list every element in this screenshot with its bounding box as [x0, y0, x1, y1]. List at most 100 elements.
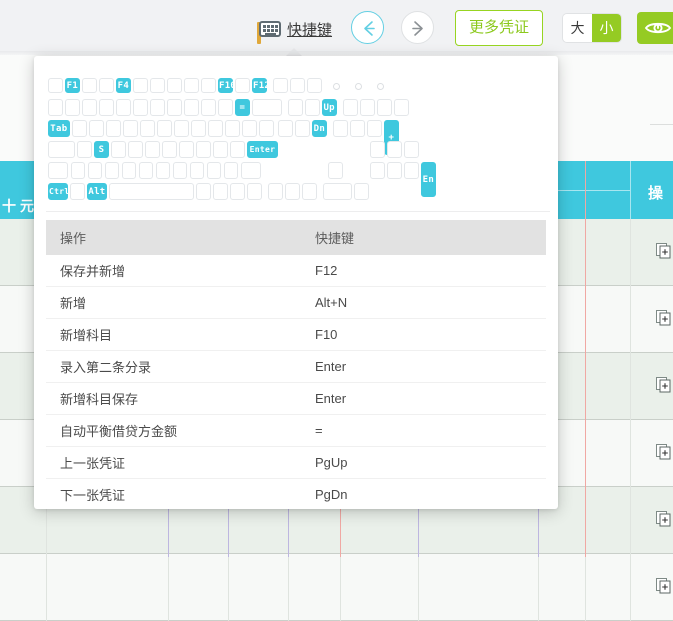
font-size-large-option[interactable]: 大	[563, 14, 592, 42]
shortcut-row: 自动平衡借贷方金额 =	[46, 414, 546, 447]
more-vouchers-button[interactable]: 更多凭证	[455, 10, 543, 46]
key-blank	[366, 120, 382, 137]
key-=: =	[235, 99, 250, 116]
key-blank	[65, 99, 80, 116]
key-en: En	[421, 162, 436, 198]
key-blank	[133, 78, 148, 93]
key-blank	[122, 120, 138, 137]
key-blank	[145, 141, 160, 158]
arrow-right-icon	[412, 21, 423, 36]
shortcut-row: 保存并新增 F12	[46, 255, 546, 287]
key-blank	[121, 162, 137, 179]
voucher-row[interactable]	[0, 554, 673, 621]
key-blank	[133, 99, 148, 116]
keyboard-diagram: F1 F4 F10 F12 = Up Tab Dn + S Enter En Ctrl Alt	[48, 74, 548, 204]
key-blank	[229, 183, 245, 200]
unit-yuan: 元	[20, 198, 34, 214]
key-s: S	[94, 141, 109, 158]
key-blank	[105, 120, 121, 137]
eye-icon	[644, 22, 672, 34]
shortcut-row: 新增 Alt+N	[46, 286, 546, 319]
key-dn: Dn	[311, 120, 327, 137]
key-blank	[71, 120, 87, 137]
font-size-small-option[interactable]: 小	[592, 14, 621, 42]
copy-add-icon[interactable]	[655, 375, 673, 393]
copy-add-icon[interactable]	[655, 442, 673, 460]
shortcut-row: 录入第二条分录 Enter	[46, 350, 546, 383]
shortcut-key: Enter	[315, 382, 546, 415]
key-enter: Enter	[247, 141, 278, 158]
key-f12: F12	[252, 78, 270, 93]
shortcut-row: 新增科目 F10	[46, 318, 546, 351]
key-blank	[155, 162, 171, 179]
key-blank	[116, 99, 131, 116]
key-blank	[139, 120, 155, 137]
key-blank	[77, 141, 92, 158]
key-blank	[332, 120, 348, 137]
keyboard-divider	[46, 211, 550, 212]
key-blank	[179, 141, 194, 158]
key-blank	[230, 141, 245, 158]
key-blank	[304, 99, 320, 116]
key-blank	[207, 120, 223, 137]
key-blank	[99, 99, 114, 116]
key-blank	[404, 141, 419, 158]
key-blank	[277, 120, 293, 137]
prev-voucher-button[interactable]	[351, 11, 384, 44]
key-blank	[48, 141, 75, 158]
shortcut-key: F10	[315, 318, 546, 351]
key-blank	[213, 141, 228, 158]
key-blank	[201, 78, 216, 93]
popup-pointer-arrow	[286, 48, 302, 56]
key-blank	[167, 78, 182, 93]
key-blank	[376, 99, 392, 116]
shortcut-action: 新增科目	[46, 318, 315, 351]
shortcut-row: 上一张凭证 PgUp	[46, 446, 546, 479]
key-blank	[404, 162, 419, 179]
hotkey-link[interactable]: 快捷键	[287, 22, 333, 39]
attachment-divider	[650, 124, 673, 125]
key-blank	[235, 78, 250, 93]
font-size-toggle[interactable]: 大 小	[563, 14, 621, 42]
key-blank	[342, 99, 358, 116]
key-blank	[173, 120, 189, 137]
key-blank	[252, 99, 282, 116]
key-blank	[48, 78, 63, 93]
shortcut-action: 保存并新增	[46, 255, 315, 287]
key-blank	[104, 162, 120, 179]
key-blank	[195, 183, 211, 200]
key-blank	[241, 120, 257, 137]
key-blank	[294, 120, 310, 137]
key-blank	[322, 183, 353, 200]
shortcut-key: Enter	[315, 350, 546, 383]
key-blank	[150, 99, 165, 116]
shortcut-table: 操作 快捷键 保存并新增 F12 新增 Alt+N 新增科目 F10 录入第二条分录 Ente…	[46, 220, 546, 509]
key-blank	[87, 162, 103, 179]
keyboard-led	[333, 83, 340, 90]
key-blank	[99, 78, 114, 93]
copy-add-icon[interactable]	[655, 509, 673, 527]
shortcut-key: Alt+N	[315, 286, 546, 319]
keyboard-led	[355, 83, 362, 90]
preview-toggle-button[interactable]	[637, 12, 673, 44]
key-blank	[212, 183, 228, 200]
keyboard-icon	[259, 21, 281, 37]
key-blank	[290, 78, 305, 93]
copy-add-icon[interactable]	[655, 308, 673, 326]
key-blank	[70, 183, 85, 200]
col-header-shortcut: 快捷键	[315, 220, 546, 255]
key-blank	[109, 183, 194, 200]
key-blank	[82, 78, 97, 93]
key-blank	[218, 99, 233, 116]
key-f4: F4	[116, 78, 131, 93]
col-header-action: 操作	[46, 220, 315, 255]
copy-add-icon[interactable]	[655, 241, 673, 259]
copy-add-icon[interactable]	[655, 576, 673, 594]
toolbar: 快捷键 更多凭证 大 小	[0, 0, 673, 55]
shortcut-action: 下一张凭证	[46, 478, 315, 509]
next-voucher-button[interactable]	[401, 11, 434, 44]
operation-column-header: 操	[648, 185, 664, 202]
key-blank	[196, 141, 211, 158]
key-alt: Alt	[87, 183, 107, 200]
shortcut-action: 新增科目保存	[46, 382, 315, 415]
